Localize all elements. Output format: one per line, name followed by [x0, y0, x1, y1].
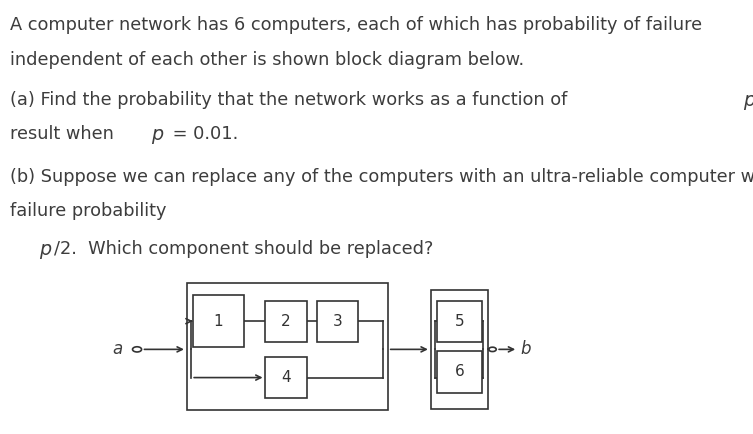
Text: p: p: [743, 91, 753, 110]
Text: 1: 1: [214, 314, 223, 329]
Text: 4: 4: [282, 370, 291, 385]
Text: 2: 2: [282, 314, 291, 329]
Text: 3: 3: [333, 314, 342, 329]
Bar: [193, 295, 244, 347]
Bar: [265, 301, 306, 342]
Bar: [437, 301, 482, 342]
Bar: [265, 357, 306, 398]
Bar: [316, 301, 358, 342]
Text: p: p: [39, 240, 51, 259]
Text: p: p: [151, 125, 163, 145]
Text: 5: 5: [455, 314, 464, 329]
Text: /2.  Which component should be replaced?: /2. Which component should be replaced?: [54, 240, 434, 257]
Text: = 0.01.: = 0.01.: [166, 125, 238, 143]
Text: A computer network has 6 computers, each of which has probability of failure: A computer network has 6 computers, each…: [10, 16, 713, 34]
Text: (a) Find the probability that the network works as a function of: (a) Find the probability that the networ…: [10, 91, 578, 109]
Text: result when: result when: [10, 125, 119, 143]
Bar: [187, 283, 388, 411]
Bar: [437, 352, 482, 392]
Bar: [431, 290, 488, 409]
Text: independent of each other is shown block diagram below.: independent of each other is shown block…: [10, 51, 524, 69]
Text: a: a: [112, 340, 123, 358]
Text: b: b: [520, 340, 531, 358]
Text: 6: 6: [455, 365, 464, 379]
Text: failure probability: failure probability: [10, 202, 166, 220]
Text: (b) Suppose we can replace any of the computers with an ultra-reliable computer : (b) Suppose we can replace any of the co…: [10, 168, 753, 185]
